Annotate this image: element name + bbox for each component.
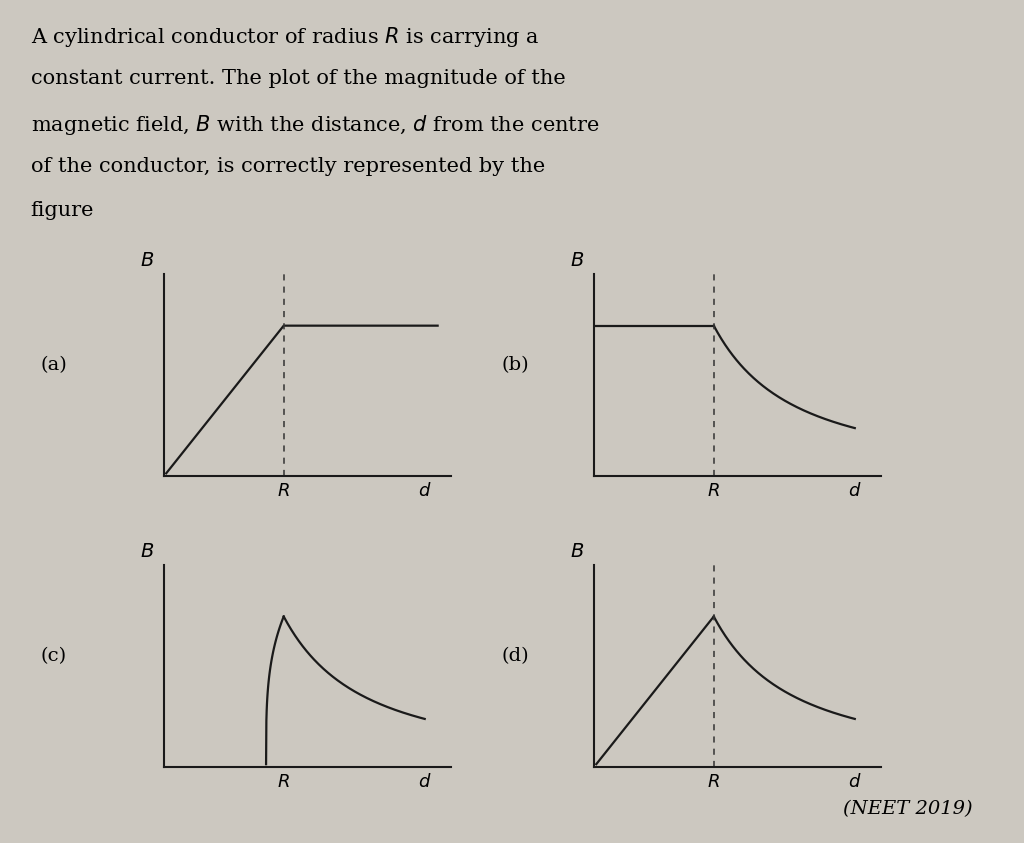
Y-axis label: $B$: $B$ xyxy=(569,252,584,270)
Text: (c): (c) xyxy=(41,647,68,665)
Y-axis label: $B$: $B$ xyxy=(569,543,584,561)
Text: (NEET 2019): (NEET 2019) xyxy=(843,800,973,818)
Text: (d): (d) xyxy=(502,647,529,665)
Text: constant current. The plot of the magnitude of the: constant current. The plot of the magnit… xyxy=(31,69,565,89)
Text: A cylindrical conductor of radius $R$ is carrying a: A cylindrical conductor of radius $R$ is… xyxy=(31,25,540,49)
Y-axis label: $B$: $B$ xyxy=(139,252,154,270)
Text: magnetic field, $B$ with the distance, $d$ from the centre: magnetic field, $B$ with the distance, $… xyxy=(31,113,599,137)
Y-axis label: $B$: $B$ xyxy=(139,543,154,561)
Text: (a): (a) xyxy=(41,356,68,374)
Text: of the conductor, is correctly represented by the: of the conductor, is correctly represent… xyxy=(31,157,545,176)
Text: figure: figure xyxy=(31,201,94,220)
Text: (b): (b) xyxy=(502,356,529,374)
